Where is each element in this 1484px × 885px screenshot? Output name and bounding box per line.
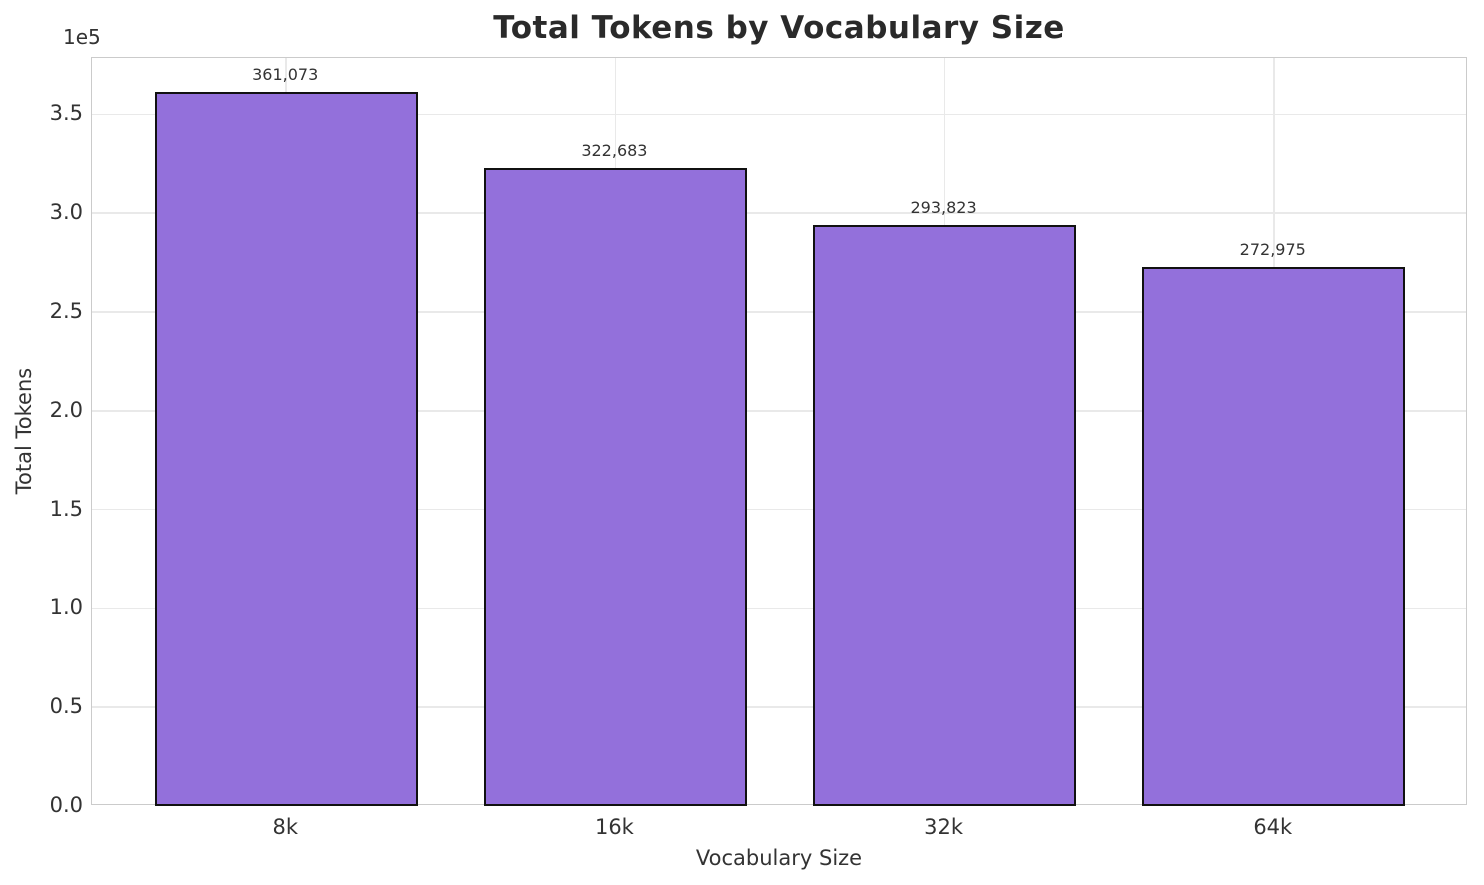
- y-tick-label: 0.5: [49, 694, 83, 719]
- x-axis-label: Vocabulary Size: [695, 846, 863, 870]
- y-axis-label: Total Tokens: [12, 367, 36, 495]
- y-axis-offset-text: 1e5: [63, 25, 101, 49]
- horizontal-gridline: [92, 410, 1466, 412]
- y-tick-label: 0.0: [49, 793, 83, 817]
- x-tick-label: 32k: [924, 815, 964, 839]
- y-tick-label: 3.0: [49, 200, 83, 225]
- chart-title: Total Tokens by Vocabulary Size: [493, 10, 1065, 46]
- x-tick-label: 16k: [594, 815, 634, 839]
- bar-8k: [154, 92, 418, 806]
- horizontal-gridline: [92, 113, 1466, 116]
- y-tick-label: 2.0: [49, 397, 83, 422]
- bar-value-label: 293,823: [910, 198, 977, 218]
- horizontal-gridline: [92, 508, 1466, 511]
- y-tick-label: 1.5: [49, 496, 83, 521]
- bar-value-label: 361,073: [252, 65, 319, 85]
- horizontal-gridline: [92, 706, 1466, 708]
- plot-area: [91, 57, 1467, 806]
- horizontal-gridline: [92, 212, 1466, 214]
- bar-64k: [1142, 266, 1406, 806]
- horizontal-gridline: [92, 607, 1466, 610]
- x-tick-label: 8k: [272, 815, 298, 839]
- bar-16k: [483, 168, 748, 806]
- bar-32k: [812, 225, 1077, 806]
- x-tick-label: 64k: [1253, 815, 1293, 839]
- y-tick-label: 3.5: [49, 101, 83, 126]
- y-tick-label: 1.0: [49, 595, 83, 620]
- horizontal-gridline: [92, 311, 1466, 313]
- bar-value-label: 322,683: [581, 141, 648, 161]
- y-tick-label: 2.5: [49, 298, 83, 323]
- bar-value-label: 272,975: [1239, 239, 1306, 259]
